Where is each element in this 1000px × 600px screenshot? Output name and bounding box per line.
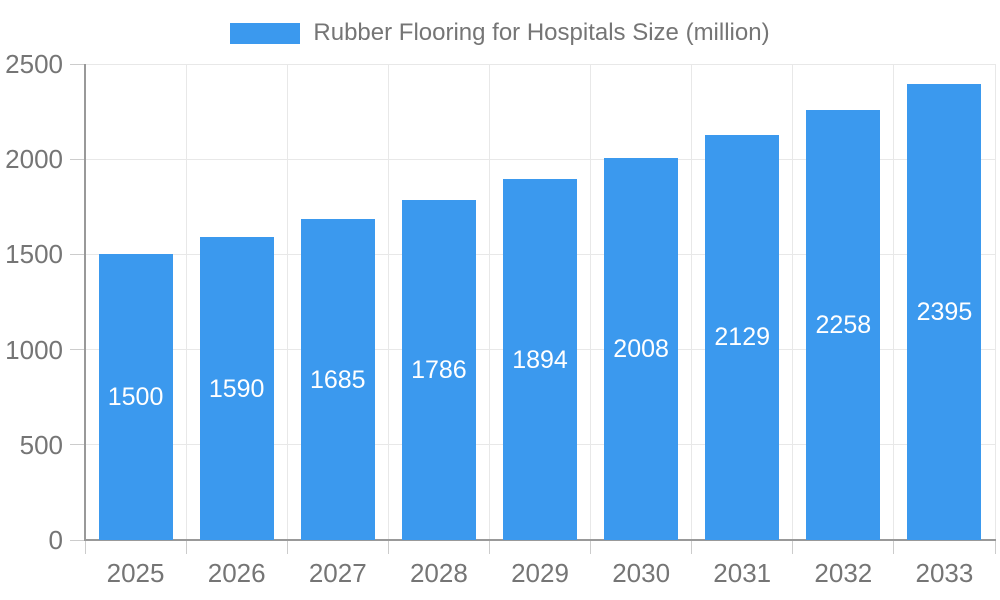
bar <box>907 83 982 540</box>
y-axis-tick <box>70 158 85 160</box>
bar-value-label: 1685 <box>309 365 366 394</box>
y-axis-tick <box>70 63 85 65</box>
bar <box>98 254 173 540</box>
x-axis-tick-label: 2033 <box>915 558 974 588</box>
y-axis-tick <box>70 349 85 351</box>
y-axis-tick-label: 2500 <box>5 49 63 79</box>
bar <box>199 237 274 540</box>
y-axis-tick-label: 1500 <box>5 239 63 270</box>
gridline-vertical <box>590 64 592 540</box>
y-axis-tick-label: 2000 <box>5 144 63 175</box>
y-axis-tick <box>70 444 85 446</box>
gridline-vertical <box>792 64 794 540</box>
x-axis-tick-label: 2029 <box>511 558 569 588</box>
x-axis-tick <box>185 540 187 554</box>
bar-value-label: 2395 <box>916 297 973 326</box>
legend: Rubber Flooring for Hospitals Size (mill… <box>0 16 1000 50</box>
x-axis-tick <box>994 540 996 554</box>
x-axis-tick <box>84 540 86 554</box>
x-axis-tick-label: 2027 <box>308 558 367 588</box>
gridline-vertical <box>286 64 288 540</box>
x-axis-tick-label: 2030 <box>612 558 671 588</box>
x-axis-tick <box>893 540 895 554</box>
y-axis-tick <box>70 253 85 255</box>
x-axis-line <box>84 539 996 541</box>
legend-label: Rubber Flooring for Hospitals Size (mill… <box>313 19 770 46</box>
bar <box>705 134 780 540</box>
gridline-horizontal <box>85 63 995 65</box>
x-axis-tick <box>792 540 794 554</box>
bar <box>806 110 881 540</box>
x-axis-tick <box>488 540 490 554</box>
y-axis-tick <box>70 539 85 541</box>
y-axis-line <box>84 64 86 541</box>
x-axis-tick-label: 2026 <box>207 558 266 588</box>
gridline-vertical <box>893 64 895 540</box>
bar-value-label: 1786 <box>411 355 467 384</box>
x-axis-tick <box>387 540 389 554</box>
gridline-horizontal <box>85 158 995 160</box>
bar-value-label: 1894 <box>512 345 568 374</box>
bar-value-label: 2008 <box>613 334 669 363</box>
bar-value-label: 2258 <box>815 311 872 340</box>
gridline-vertical <box>691 64 693 540</box>
gridline-vertical <box>185 64 187 540</box>
y-axis-tick-label: 1000 <box>5 334 63 365</box>
bar <box>503 179 577 540</box>
x-axis-tick <box>691 540 693 554</box>
x-axis-tick <box>286 540 288 554</box>
gridline-vertical <box>488 64 490 540</box>
legend-swatch <box>230 22 301 44</box>
bar <box>604 157 679 540</box>
x-axis-tick-label: 2028 <box>409 558 468 588</box>
bar-value-label: 1500 <box>107 383 164 412</box>
gridline-vertical <box>387 64 389 540</box>
x-axis-tick-label: 2032 <box>814 558 873 588</box>
y-axis-tick-label: 0 <box>48 525 63 555</box>
x-axis-tick-label: 2031 <box>713 558 772 588</box>
bar <box>401 199 476 540</box>
y-axis-tick-label: 500 <box>19 429 63 460</box>
x-axis-tick-label: 2025 <box>106 558 165 588</box>
gridline-vertical <box>994 64 996 540</box>
bar-value-label: 1590 <box>208 374 265 403</box>
x-axis-tick <box>590 540 592 554</box>
bar-value-label: 2129 <box>714 323 771 352</box>
bar <box>300 219 375 540</box>
